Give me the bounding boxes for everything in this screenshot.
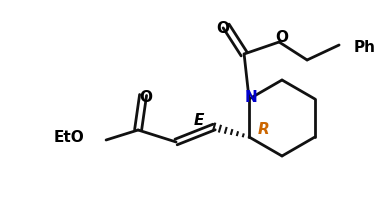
Text: R: R bbox=[258, 123, 270, 138]
Text: O: O bbox=[140, 89, 152, 104]
Text: N: N bbox=[245, 89, 257, 104]
Text: O: O bbox=[217, 20, 230, 35]
Text: E: E bbox=[194, 113, 204, 128]
Text: O: O bbox=[276, 30, 289, 45]
Text: EtO: EtO bbox=[53, 130, 84, 146]
Text: Ph: Ph bbox=[354, 40, 376, 55]
